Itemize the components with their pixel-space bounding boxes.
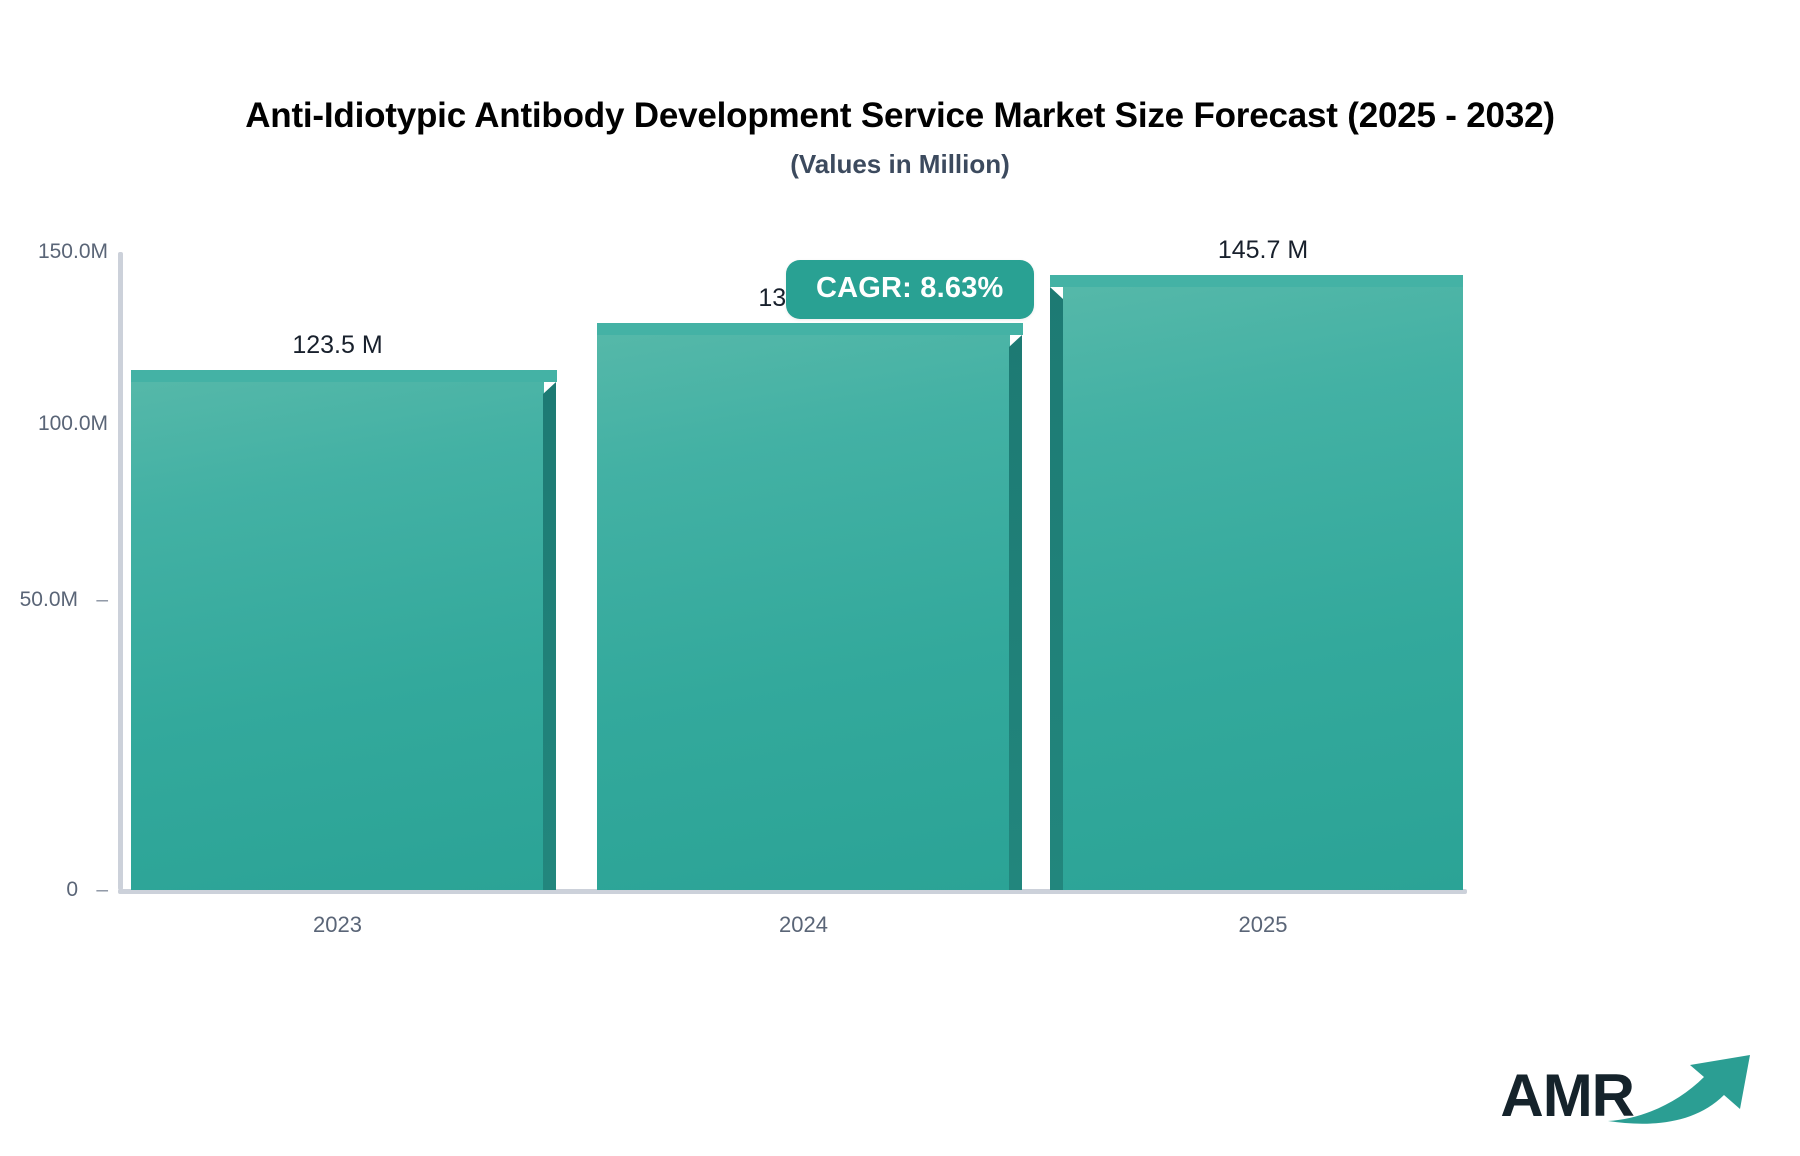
- bar-side-face: [1050, 287, 1063, 890]
- y-axis-tick-label: 0: [66, 878, 78, 901]
- growth-arrow-icon: [1604, 1051, 1764, 1130]
- bar-side-face: [543, 382, 556, 890]
- chart-header: Anti-Idiotypic Antibody Development Serv…: [0, 0, 1800, 180]
- table-row[interactable]: [597, 323, 1023, 890]
- y-axis-tick-0: 0–: [66, 878, 108, 902]
- bar-value-label: 123.5 M: [292, 331, 383, 359]
- plot-area: 150.0M 100.0M 50.0M– 0– 123.5 M 2023 134…: [20, 236, 1467, 937]
- y-axis-tick-label: 50.0M: [19, 588, 78, 611]
- bar-top-face: [597, 323, 1023, 335]
- bar-group-2024[interactable]: 134.6 M 2024: [597, 252, 1023, 937]
- y-axis-tick-150M: 150.0M: [38, 240, 108, 264]
- table-row[interactable]: [1050, 275, 1463, 890]
- y-axis-tick-50M: 50.0M –: [20, 588, 108, 612]
- x-axis-tick-2024: 2024: [779, 912, 828, 937]
- logo-text: AMR: [1500, 1062, 1635, 1129]
- y-axis-tick-dash: –: [96, 588, 108, 611]
- bar-top-face: [131, 370, 557, 382]
- x-axis-tick-2023: 2023: [313, 912, 362, 937]
- bar-top-face: [1050, 275, 1463, 287]
- status-badge: CAGR: 8.63%: [786, 260, 1034, 319]
- table-row[interactable]: [131, 370, 557, 890]
- chart-subtitle: (Values in Million): [790, 149, 1010, 180]
- y-axis-spine: [118, 252, 123, 890]
- x-axis-tick-2025: 2025: [1238, 912, 1288, 937]
- y-axis-tick-label: 100.0M: [37, 412, 108, 435]
- y-axis-tick-label: 150.0M: [37, 240, 108, 263]
- x-axis-spine: [118, 889, 1467, 894]
- page-title: Anti-Idiotypic Antibody Development Serv…: [245, 96, 1555, 135]
- bar-value-label: 145.7 M: [1217, 236, 1309, 264]
- y-axis-tick-dash: –: [96, 878, 108, 901]
- y-axis-tick-100M: 100.0M: [38, 412, 108, 436]
- bar-group-2025[interactable]: 145.7 M 2025: [1050, 236, 1463, 937]
- bar-series: 123.5 M 2023 134.6 M 2024 145.7 M: [126, 236, 1467, 937]
- avatar: AMR: [1500, 1051, 1764, 1126]
- bar-side-face: [1009, 335, 1022, 890]
- bar-group-2023[interactable]: 123.5 M 2023: [131, 252, 557, 937]
